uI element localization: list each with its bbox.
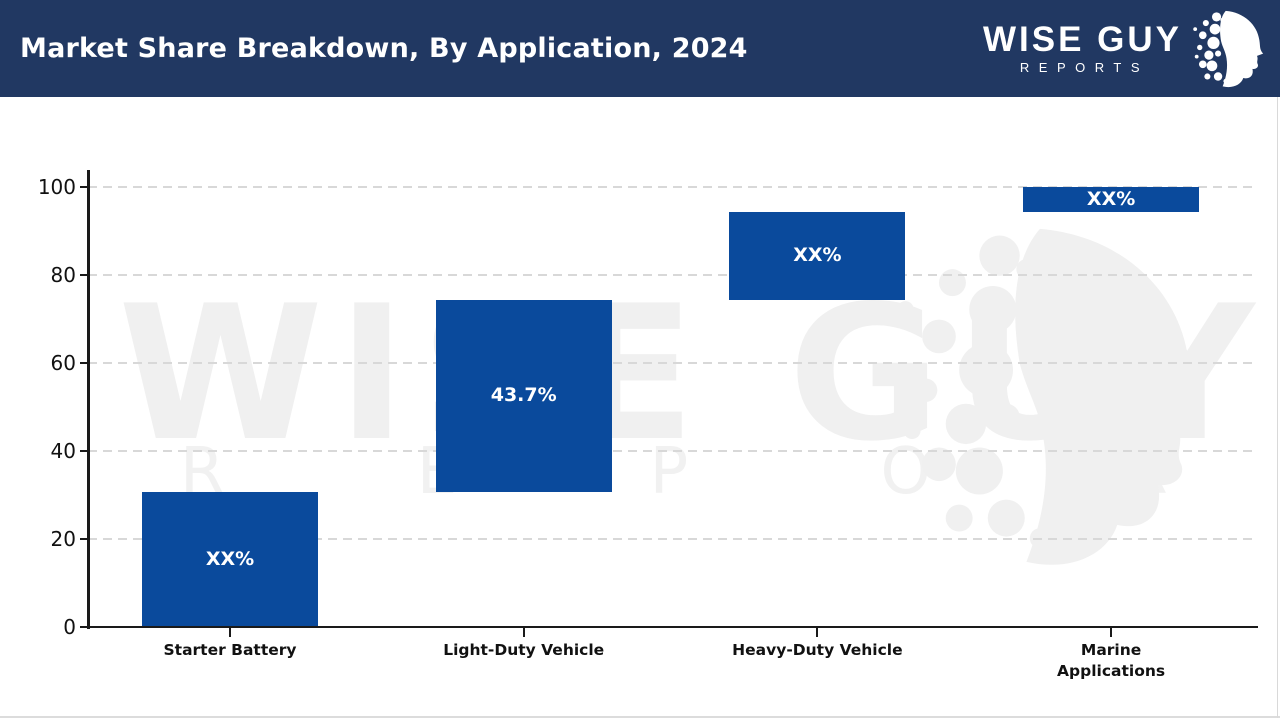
y-tick-100: [80, 186, 88, 188]
y-tick-label-0: 0: [63, 614, 76, 639]
y-tick-label-80: 80: [50, 262, 76, 287]
x-axis-label-marine-applications: Marine Applications: [1057, 641, 1166, 680]
bar-value-label-light-duty-vehicle: 43.7%: [490, 384, 557, 407]
page-right-border: [1277, 97, 1278, 718]
bar-starter-battery: XX%: [142, 492, 318, 627]
y-axis-line: [87, 170, 90, 629]
gridline-20: [88, 537, 1258, 540]
y-tick-0: [80, 625, 88, 628]
gridline-100: [88, 186, 1258, 188]
gridline-80: [88, 273, 1258, 276]
chart-area: WISE GUY R E P O R T S 020406080100XX%St…: [0, 97, 1280, 720]
x-axis-line: [87, 625, 1258, 628]
y-tick-60: [80, 361, 88, 364]
y-tick-label-40: 40: [50, 438, 76, 463]
y-tick-20: [80, 537, 88, 540]
wiseguy-face-icon: [1193, 10, 1264, 87]
x-tick-light-duty-vehicle: [522, 628, 525, 637]
plot-region: 0 20 40 60 80 100 XX% Starter Battery 43.7% Light…: [0, 97, 1280, 720]
bar-marine-applications: XX%: [1023, 187, 1200, 212]
header-bar: Market Share Breakdown, By Application, …: [0, 0, 1280, 97]
logo-text: WISE GUY REPORTS: [983, 22, 1182, 75]
y-tick-label-20: 20: [50, 526, 76, 551]
x-tick-heavy-duty-vehicle: [816, 628, 819, 637]
x-axis-label-starter-battery: Starter Battery: [163, 641, 297, 659]
bar-value-label-heavy-duty-vehicle: XX%: [793, 244, 842, 267]
bar-light-duty-vehicle: 43.7%: [435, 299, 612, 492]
bar-value-label-marine-applications: XX%: [1086, 187, 1136, 210]
x-tick-marine-applications: [1110, 628, 1113, 637]
chart-title: Market Share Breakdown, By Application, …: [20, 33, 748, 64]
logo-wordmark: WISE GUY: [982, 20, 1182, 59]
bar-value-label-starter-battery: XX%: [205, 547, 255, 570]
y-tick-40: [80, 449, 88, 452]
watermark-face-icon: [896, 228, 1205, 565]
gridline-60: [88, 361, 1258, 364]
gridline-40: [88, 449, 1258, 452]
wiseguy-logo: WISE GUY REPORTS: [983, 5, 1270, 93]
x-tick-starter-battery: [229, 628, 231, 637]
x-axis-label-heavy-duty-vehicle: Heavy-Duty Vehicle: [732, 641, 903, 659]
y-tick-label-60: 60: [50, 350, 76, 375]
y-tick-label-100: 100: [37, 175, 76, 199]
y-tick-80: [80, 273, 88, 276]
x-axis-label-light-duty-vehicle: Light-Duty Vehicle: [443, 641, 605, 659]
bar-heavy-duty-vehicle: XX%: [729, 211, 906, 300]
logo-subtitle: REPORTS: [1019, 60, 1150, 75]
page-bottom-border: [0, 716, 1280, 718]
